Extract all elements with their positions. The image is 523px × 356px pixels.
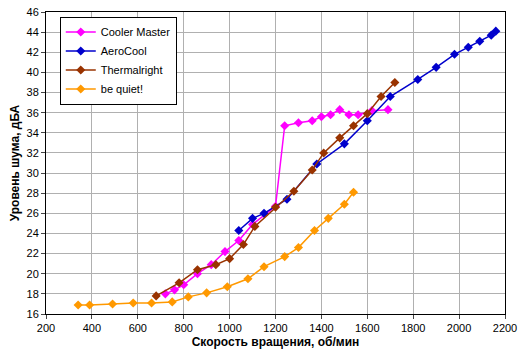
svg-text:26: 26	[27, 207, 39, 219]
svg-text:28: 28	[27, 187, 39, 199]
svg-text:32: 32	[27, 147, 39, 159]
svg-text:Уровень шума, дБА: Уровень шума, дБА	[8, 104, 22, 221]
svg-text:AeroCool: AeroCool	[101, 45, 147, 57]
svg-text:2200: 2200	[493, 322, 517, 334]
svg-text:34: 34	[27, 127, 39, 139]
svg-text:46: 46	[27, 6, 39, 18]
svg-text:400: 400	[83, 322, 101, 334]
svg-text:36: 36	[27, 107, 39, 119]
svg-text:1200: 1200	[263, 322, 287, 334]
svg-text:18: 18	[27, 288, 39, 300]
svg-text:16: 16	[27, 308, 39, 320]
svg-text:1000: 1000	[217, 322, 241, 334]
svg-text:Thermalright: Thermalright	[101, 64, 163, 76]
svg-text:42: 42	[27, 46, 39, 58]
svg-text:1400: 1400	[309, 322, 333, 334]
svg-text:be quiet!: be quiet!	[101, 83, 143, 95]
svg-text:200: 200	[37, 322, 55, 334]
svg-text:24: 24	[27, 227, 39, 239]
svg-text:Cooler Master: Cooler Master	[101, 26, 170, 38]
svg-text:30: 30	[27, 167, 39, 179]
svg-text:600: 600	[129, 322, 147, 334]
svg-text:22: 22	[27, 247, 39, 259]
svg-text:800: 800	[175, 322, 193, 334]
svg-text:20: 20	[27, 268, 39, 280]
svg-text:44: 44	[27, 26, 39, 38]
svg-text:1600: 1600	[355, 322, 379, 334]
svg-text:Скорость вращения, об/мин: Скорость вращения, об/мин	[192, 335, 360, 349]
svg-text:38: 38	[27, 86, 39, 98]
svg-text:1800: 1800	[401, 322, 425, 334]
svg-text:40: 40	[27, 66, 39, 78]
svg-text:2000: 2000	[447, 322, 471, 334]
